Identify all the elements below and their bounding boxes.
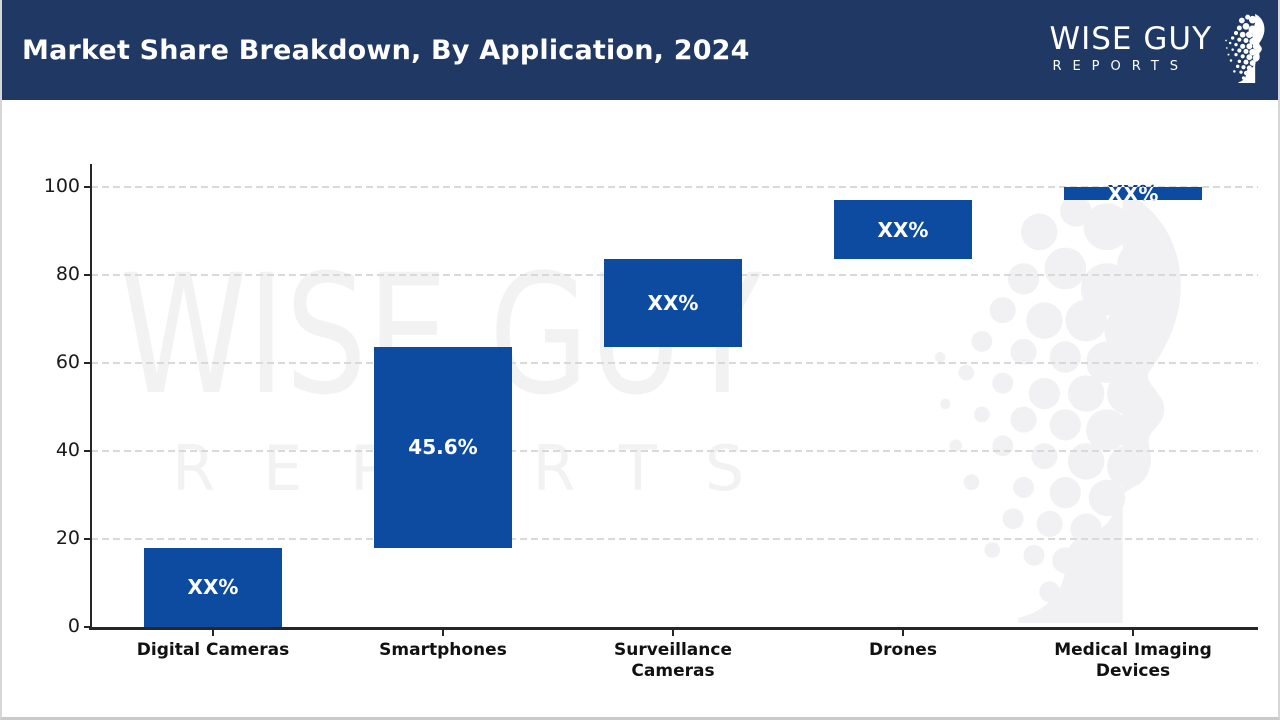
bar-value-label: XX%	[877, 217, 929, 242]
bar: XX%	[834, 200, 972, 260]
x-category-label: Digital Cameras	[136, 640, 290, 660]
gridline	[91, 362, 1258, 364]
brand-name: WISE GUY	[1049, 20, 1212, 57]
x-category-label: Surveillance Cameras	[613, 640, 732, 682]
bar-value-label: XX%	[1107, 187, 1159, 201]
y-tick-mark	[84, 450, 90, 452]
bar: XX%	[1064, 187, 1202, 201]
x-category-label: Drones	[869, 640, 937, 660]
x-category-label: Smartphones	[379, 640, 507, 660]
bar-value-label: XX%	[187, 575, 239, 600]
y-tick-label: 20	[55, 527, 80, 549]
brand-logo-text: WISE GUY REPORTS	[1049, 22, 1212, 74]
y-tick-mark	[84, 626, 90, 628]
bar-value-label: XX%	[647, 291, 699, 316]
x-axis-spine	[89, 627, 1258, 630]
x-tick-mark	[1132, 630, 1134, 636]
bar: XX%	[604, 259, 742, 348]
y-axis-spine	[90, 164, 92, 629]
y-tick-label: 0	[67, 615, 80, 637]
y-tick-mark	[84, 362, 90, 364]
y-tick-label: 100	[43, 175, 80, 197]
x-category-label: Medical Imaging Devices	[1054, 640, 1212, 682]
page-title: Market Share Breakdown, By Application, …	[22, 34, 750, 66]
y-tick-label: 40	[55, 439, 80, 461]
gridline	[91, 450, 1258, 452]
x-tick-mark	[902, 630, 904, 636]
y-tick-label: 80	[55, 263, 80, 285]
brand-subtitle: REPORTS	[1052, 59, 1190, 75]
gridline	[91, 538, 1258, 540]
brand-head-icon	[1225, 13, 1265, 83]
y-tick-mark	[84, 538, 90, 540]
y-tick-mark	[84, 186, 90, 188]
header-bar: Market Share Breakdown, By Application, …	[2, 0, 1278, 100]
brand-logo: WISE GUY REPORTS	[1049, 9, 1266, 87]
bar-value-label: 45.6%	[408, 435, 478, 460]
y-tick-mark	[84, 274, 90, 276]
y-tick-label: 60	[55, 351, 80, 373]
x-tick-mark	[672, 630, 674, 636]
x-tick-mark	[442, 630, 444, 636]
bar: 45.6%	[374, 347, 512, 548]
bar: XX%	[144, 547, 282, 627]
gridline	[91, 186, 1258, 188]
x-tick-mark	[212, 630, 214, 636]
